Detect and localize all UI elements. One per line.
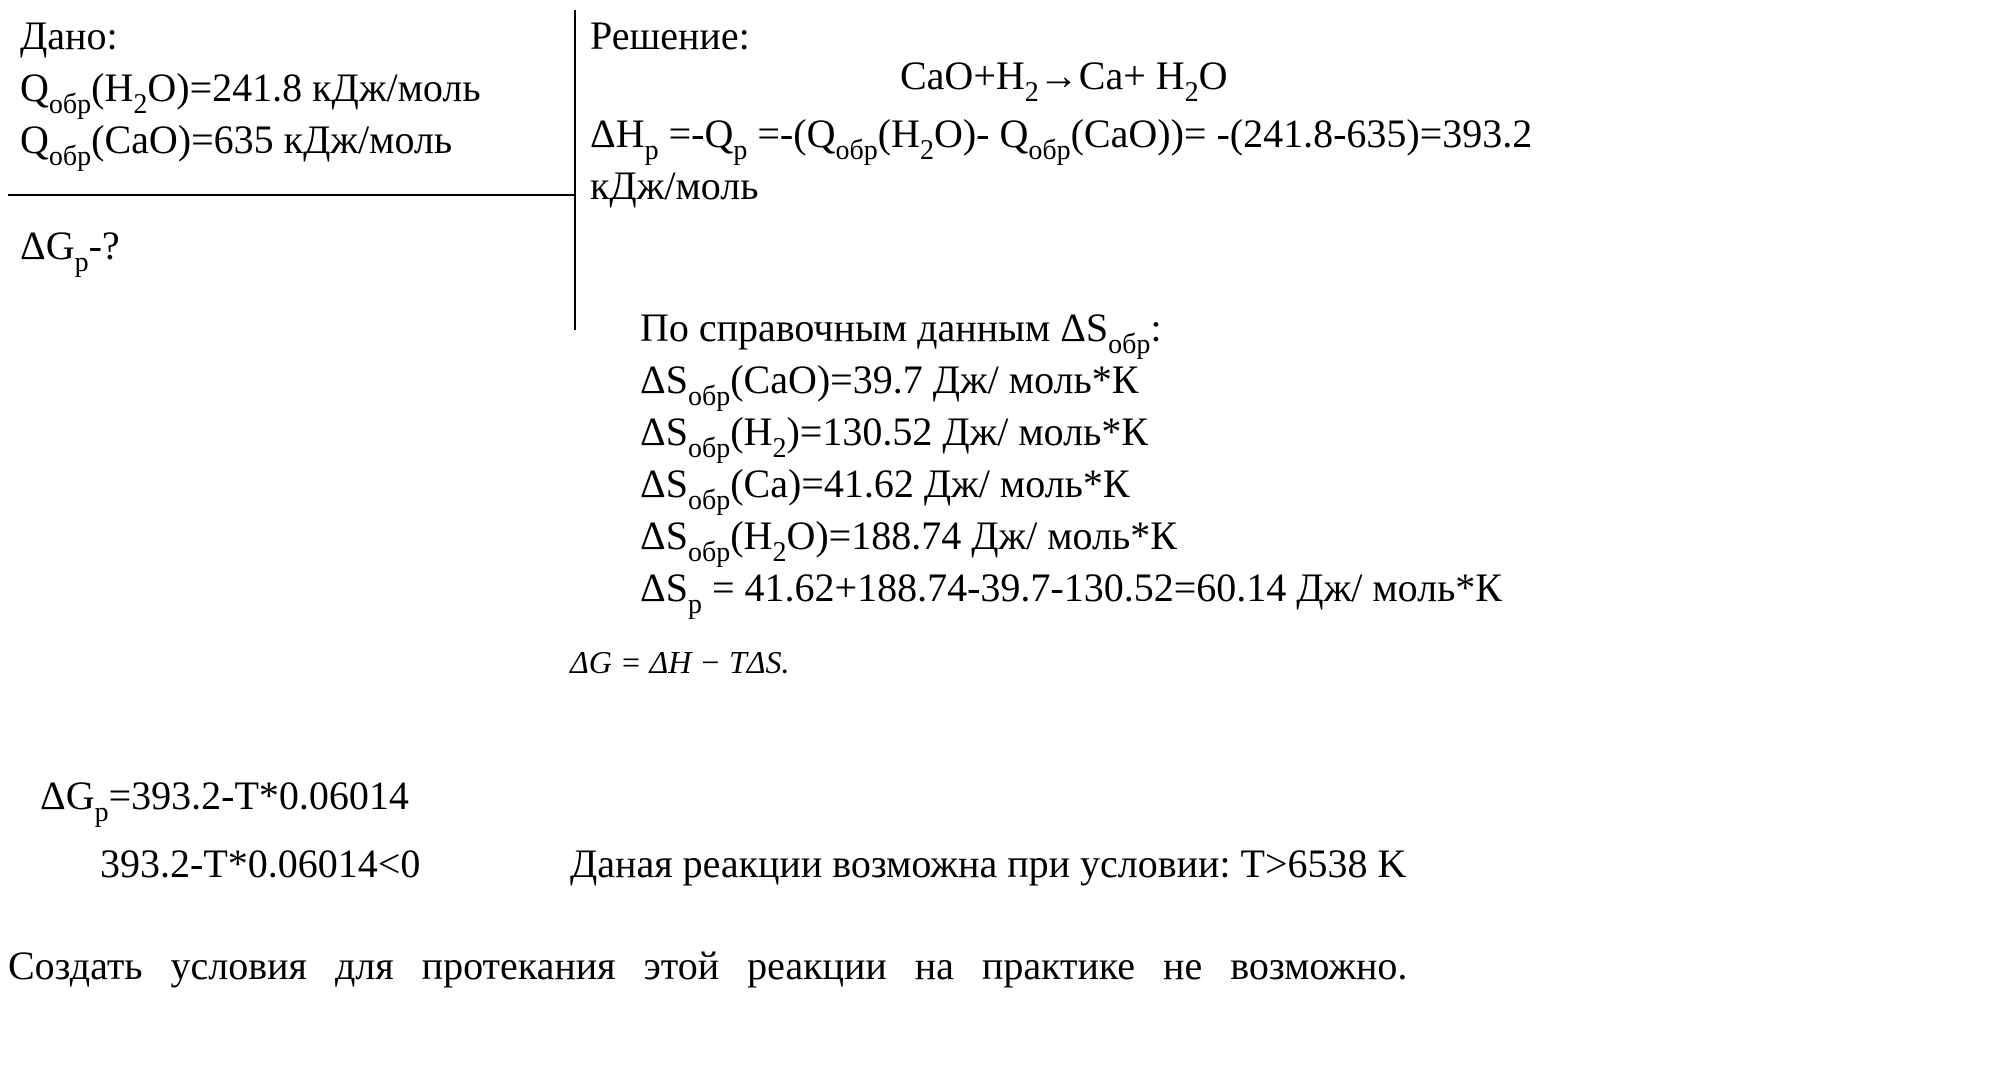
text: ΔH [590, 111, 645, 156]
subscript: обр [1028, 135, 1070, 166]
delta-h-line: ΔHр =-Qр =-(Qобр(H2O)- Qобр(CaO))= -(241… [590, 108, 1991, 166]
delta-g-expression: ΔGр=393.2-T*0.06014 [40, 770, 409, 828]
condition-text: Даная реакции возможна при условии: T>65… [570, 838, 1406, 890]
given-q-h2o: Qобр(H2O)=241.8 кДж/моль [20, 62, 481, 120]
text: →Ca+ H [1039, 53, 1185, 98]
entropy-reaction: ΔSр = 41.62+188.74-39.7-130.52=60.14 Дж/… [640, 562, 1502, 620]
subscript: р [688, 589, 702, 620]
text: O)=188.74 Дж/ моль*К [786, 513, 1176, 558]
text: O [1199, 53, 1228, 98]
text: O)=241.8 кДж/моль [147, 65, 480, 110]
text: =-Q [659, 111, 734, 156]
text: ΔS [640, 565, 688, 610]
solution-heading: Решение: [590, 10, 750, 62]
text: = 41.62+188.74-39.7-130.52=60.14 Дж/ мол… [702, 565, 1502, 610]
text: ΔG [20, 223, 75, 268]
divider-vertical [574, 10, 576, 330]
text: O)- Q [934, 111, 1028, 156]
conclusion-text: Создать условия для протекания этой реак… [8, 940, 1407, 992]
subscript: обр [49, 141, 91, 172]
text: ΔS [640, 513, 688, 558]
text: (H [91, 65, 133, 110]
entropy-h2: ΔSобр(H2)=130.52 Дж/ моль*К [640, 406, 1148, 464]
text: (H [878, 111, 920, 156]
delta-h-unit: кДж/моль [590, 160, 758, 212]
text: : [1150, 305, 1161, 350]
find-label: ΔGр-? [20, 220, 120, 278]
text: (H [730, 513, 772, 558]
entropy-intro: По справочным данным ΔSобр: [640, 302, 1162, 360]
given-q-cao: Qобр(CaO)=635 кДж/моль [20, 114, 452, 172]
entropy-ca: ΔSобр(Ca)=41.62 Дж/ моль*К [640, 458, 1130, 516]
text: ΔS [640, 357, 688, 402]
subscript: 2 [1185, 77, 1199, 108]
text: Q [20, 65, 49, 110]
text: Q [20, 117, 49, 162]
subscript: 2 [920, 135, 934, 166]
text: -? [89, 223, 120, 268]
entropy-cao: ΔSобр(CaO)=39.7 Дж/ моль*К [640, 354, 1138, 412]
text: =393.2-T*0.06014 [109, 773, 409, 818]
entropy-h2o: ΔSобр(H2O)=188.74 Дж/ моль*К [640, 510, 1177, 568]
text: ΔS [640, 409, 688, 454]
text: (Ca)=41.62 Дж/ моль*К [730, 461, 1129, 506]
gibbs-formula: ΔG = ΔH − TΔS. [570, 642, 790, 684]
text: )=130.52 Дж/ моль*К [786, 409, 1148, 454]
subscript: обр [835, 135, 877, 166]
given-heading: Дано: [20, 10, 118, 62]
text: ΔG [40, 773, 95, 818]
subscript: р [75, 247, 89, 278]
text: По справочным данным ΔS [640, 305, 1108, 350]
divider-horizontal [8, 194, 574, 196]
subscript: 2 [1025, 77, 1039, 108]
subscript: р [95, 797, 109, 828]
text: (H [730, 409, 772, 454]
text: CaO+H [900, 53, 1025, 98]
inequality: 393.2-T*0.06014<0 [100, 838, 420, 890]
text: =-(Q [747, 111, 835, 156]
text: (CaO))= -(241.8-635)=393.2 [1071, 111, 1533, 156]
text: (CaO)=39.7 Дж/ моль*К [730, 357, 1138, 402]
text: (CaO)=635 кДж/моль [91, 117, 452, 162]
text: ΔS [640, 461, 688, 506]
reaction-equation: CaO+H2→Ca+ H2O [900, 50, 1228, 108]
